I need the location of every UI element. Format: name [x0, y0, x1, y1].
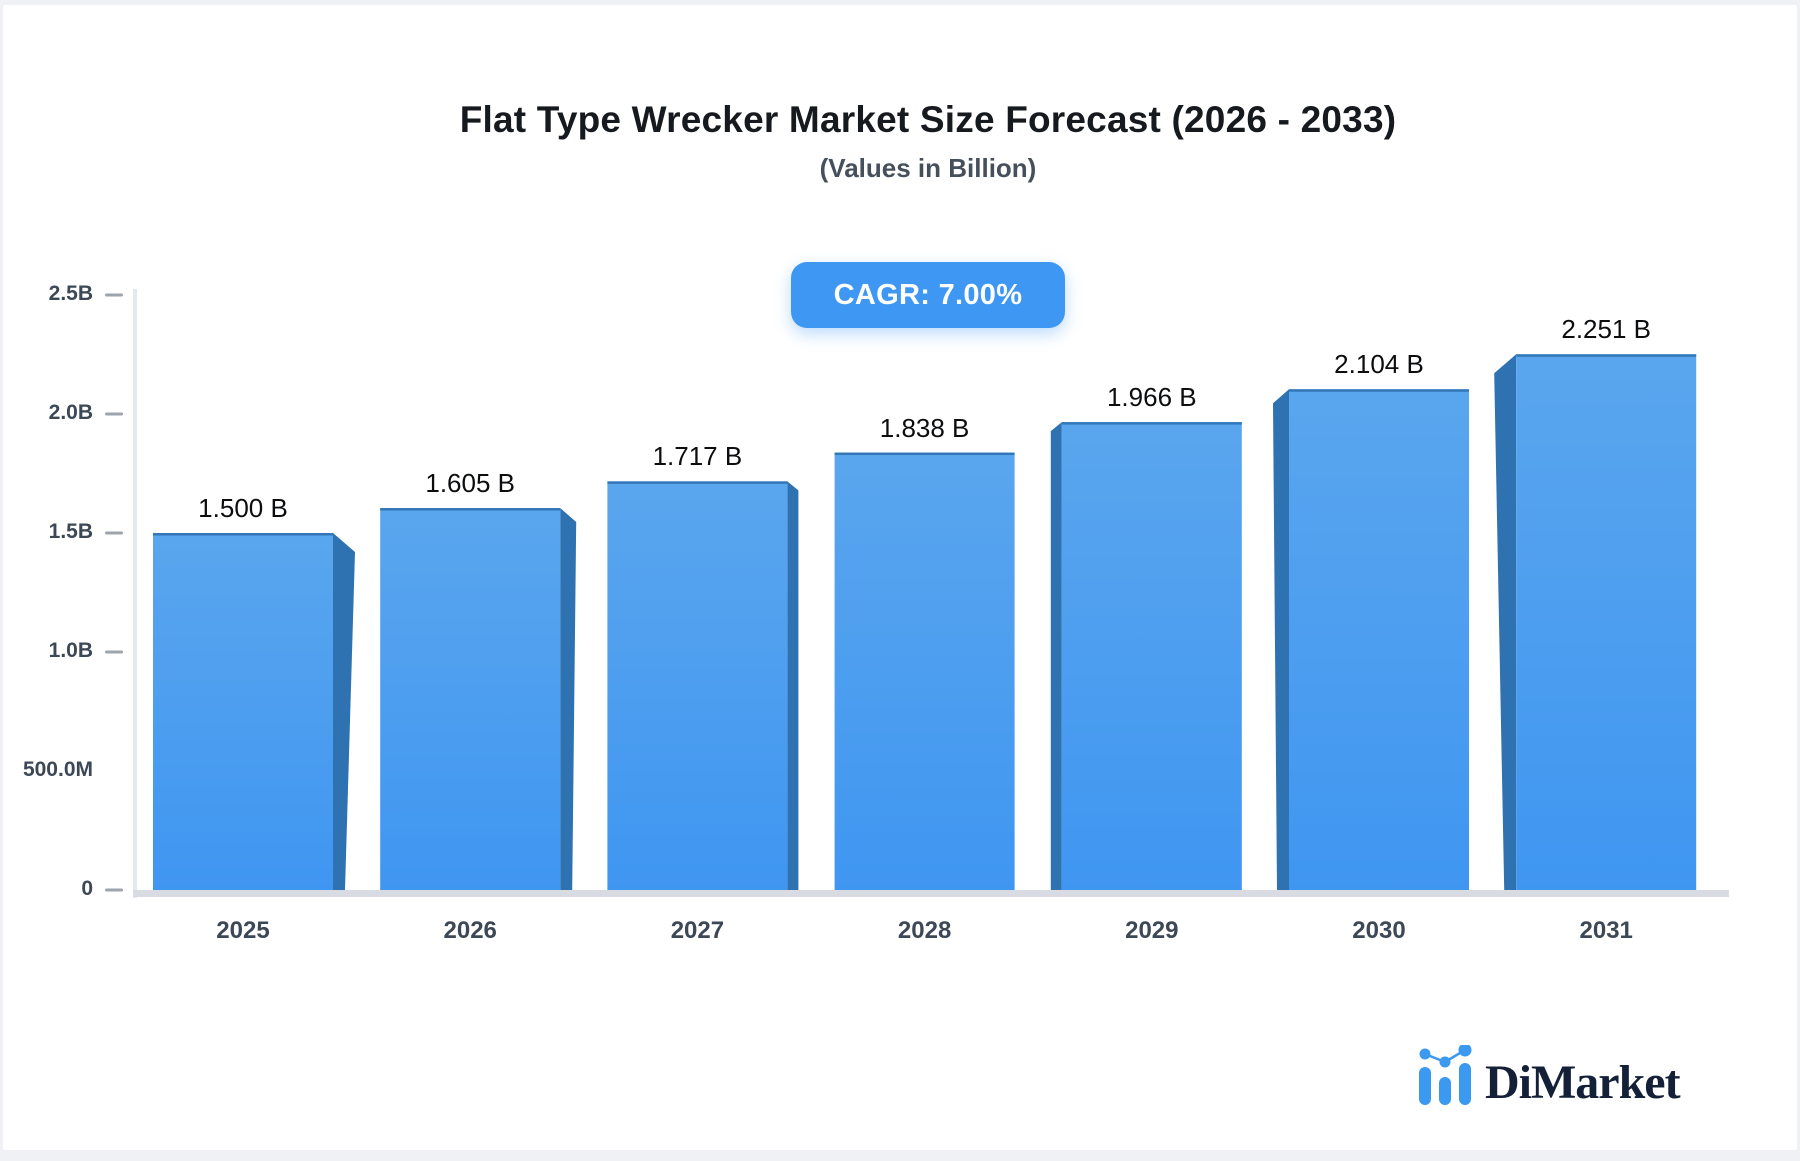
x-axis-baseline — [133, 890, 1729, 897]
bars-layer — [153, 354, 1697, 891]
logo-bar-1 — [1419, 1067, 1431, 1105]
bar-top-edge-2030 — [1289, 389, 1469, 392]
bar-2029 — [1061, 422, 1242, 890]
bar-side-2031 — [1494, 354, 1517, 891]
bar-chart-canvas — [105, 289, 1729, 898]
brand-logo: DiMarket — [1417, 1045, 1681, 1109]
brand-name: DiMarket — [1485, 1056, 1681, 1109]
logo-dot-3 — [1458, 1045, 1472, 1057]
y-axis-tick — [105, 293, 123, 297]
logo-bar-2 — [1439, 1077, 1451, 1105]
bar-side-2025 — [333, 533, 355, 890]
bar-top-edge-2025 — [153, 533, 333, 536]
bar-2025 — [153, 533, 333, 890]
logo-dot-1 — [1419, 1048, 1431, 1060]
chart-subtitle: (Values in Billion) — [819, 153, 1037, 183]
logo-bar-3 — [1459, 1063, 1471, 1105]
bar-top-edge-2029 — [1061, 422, 1242, 425]
cagr-badge: CAGR: 7.00% — [791, 262, 1065, 328]
logo-dot-2 — [1439, 1056, 1451, 1068]
bar-2026 — [380, 508, 561, 890]
bar-2027 — [607, 481, 788, 890]
bar-top-edge-2031 — [1516, 354, 1697, 357]
bar-2031 — [1516, 354, 1697, 891]
bar-side-2026 — [560, 508, 577, 890]
y-axis-line — [133, 289, 137, 898]
y-axis-tick — [105, 412, 123, 416]
axis-layer — [105, 289, 1729, 898]
y-axis-tick — [105, 531, 123, 535]
bar-side-2027 — [787, 481, 799, 890]
bar-chart-logo-icon — [1419, 1045, 1472, 1105]
bar-side-2030 — [1273, 389, 1289, 890]
bar-side-2029 — [1050, 422, 1062, 890]
chart-card: Flat Type Wrecker Market Size Forecast (… — [3, 5, 1797, 1150]
bar-top-edge-2027 — [607, 481, 788, 484]
y-axis-tick — [105, 650, 123, 654]
bar-top-edge-2028 — [834, 452, 1015, 456]
cagr-badge-label: CAGR: 7.00% — [833, 278, 1023, 311]
bar-top-edge-2026 — [380, 508, 561, 511]
bar-2030 — [1289, 389, 1469, 890]
bar-2028 — [834, 452, 1015, 890]
y-axis-tick — [105, 888, 123, 892]
chart-title: Flat Type Wrecker Market Size Forecast (… — [459, 99, 1397, 140]
